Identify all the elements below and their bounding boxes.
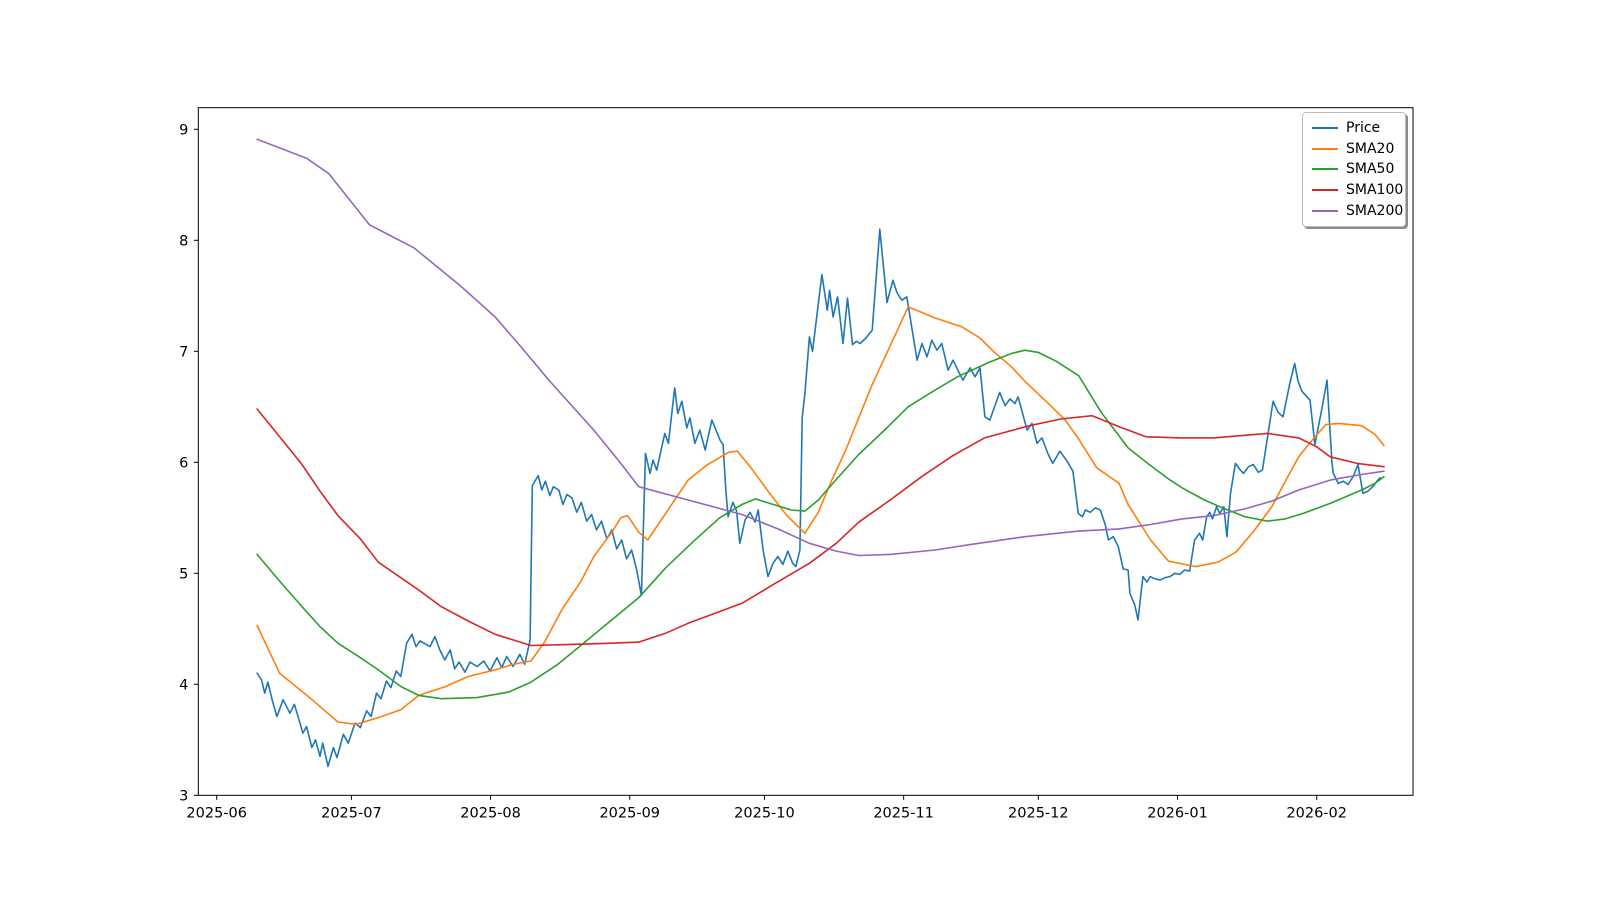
- sma50-line: [256, 349, 1385, 700]
- x-axis-tick-label: 2026-02: [1286, 805, 1347, 821]
- legend-item-sma50: SMA50: [1312, 159, 1397, 180]
- legend-swatch-sma20: [1312, 147, 1338, 150]
- y-axis-tick-label: 7: [179, 344, 188, 360]
- y-axis-tick-label: 9: [179, 122, 188, 138]
- x-axis-tick-label: 2025-11: [873, 805, 934, 821]
- legend-box: Price SMA20 SMA50 SMA100 SMA200: [1302, 112, 1406, 227]
- legend-item-sma20: SMA20: [1312, 139, 1397, 160]
- sma100-line: [256, 408, 1385, 647]
- legend-label-sma200: SMA200: [1346, 202, 1404, 219]
- legend-swatch-sma200: [1312, 209, 1338, 212]
- sma20-line: [256, 306, 1385, 726]
- x-axis-tick-label: 2026-01: [1147, 805, 1208, 821]
- y-axis-tick-label: 5: [179, 566, 188, 582]
- legend-swatch-sma50: [1312, 168, 1338, 171]
- y-axis-tick-label: 4: [179, 677, 188, 693]
- legend-label-sma100: SMA100: [1346, 182, 1404, 199]
- y-axis-tick-label: 8: [179, 233, 188, 249]
- price-line: [256, 228, 1381, 768]
- x-axis-tick-label: 2025-10: [734, 805, 795, 821]
- legend-item-price: Price: [1312, 118, 1397, 139]
- plot-border: [197, 107, 1414, 796]
- x-axis-tick-label: 2025-09: [599, 805, 660, 821]
- sma200-line: [256, 138, 1385, 557]
- legend-label-price: Price: [1346, 120, 1381, 137]
- x-axis-tick-label: 2025-07: [321, 805, 382, 821]
- legend-swatch-sma100: [1312, 189, 1338, 192]
- legend-label-sma50: SMA50: [1346, 161, 1395, 178]
- legend-item-sma200: SMA200: [1312, 200, 1403, 221]
- y-axis-tick-label: 3: [179, 788, 188, 804]
- legend-swatch-price: [1312, 127, 1338, 130]
- legend-item-sma100: SMA100: [1312, 180, 1403, 201]
- y-axis-tick-label: 6: [179, 455, 188, 471]
- x-axis-tick-label: 2025-06: [186, 805, 247, 821]
- legend-label-sma20: SMA20: [1346, 140, 1395, 157]
- x-axis-tick-label: 2025-12: [1008, 805, 1069, 821]
- x-axis-tick-label: 2025-08: [460, 805, 521, 821]
